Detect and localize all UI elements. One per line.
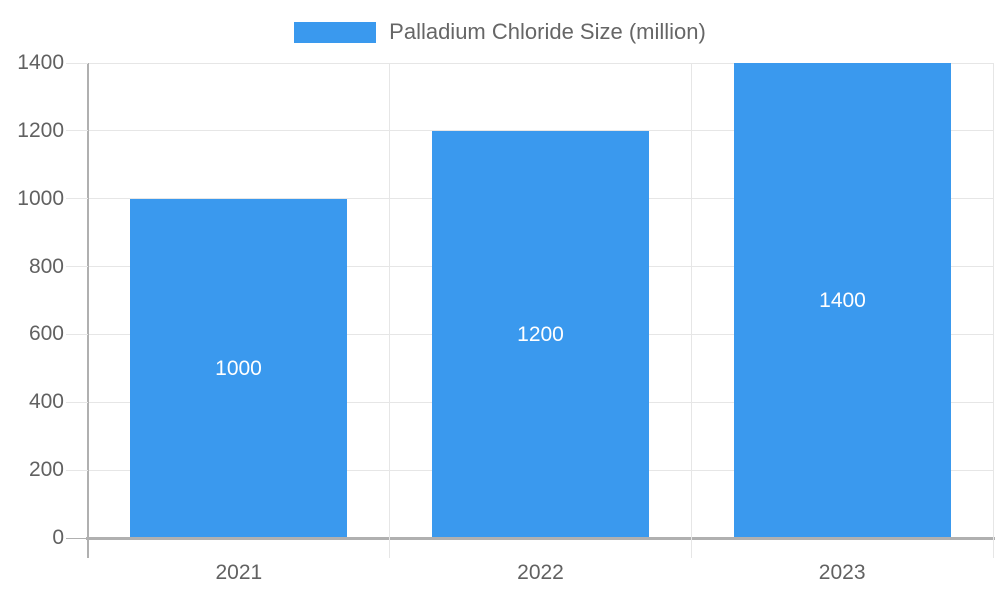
legend-swatch-icon xyxy=(294,21,377,43)
x-gridline xyxy=(690,63,692,538)
y-tick-mark xyxy=(66,333,88,335)
y-tick-label: 600 xyxy=(28,322,64,346)
x-tick-label-2021: 2021 xyxy=(215,561,263,584)
bar-2022[interactable]: 1200 xyxy=(432,130,649,538)
legend-series-label: Palladium Chloride Size (million) xyxy=(389,19,706,44)
chart-legend[interactable]: Palladium Chloride Size (million) xyxy=(0,14,1000,50)
y-tick-label: 400 xyxy=(28,390,64,414)
y-tick-mark xyxy=(66,198,88,200)
y-tick-label: 1000 xyxy=(17,186,64,210)
y-tick-label: 0 xyxy=(52,526,64,549)
x-tick-label-2022: 2022 xyxy=(517,561,564,584)
x-tick-label-2023: 2023 xyxy=(818,561,866,584)
y-tick-mark xyxy=(66,401,88,403)
y-tick-mark xyxy=(66,537,88,539)
x-tick-mark xyxy=(389,537,391,558)
y-tick-mark xyxy=(66,266,88,268)
x-tick-mark xyxy=(690,537,692,558)
x-tick-mark xyxy=(992,537,994,558)
y-axis-line xyxy=(87,63,89,558)
y-tick-label: 200 xyxy=(28,458,64,482)
bar-2023[interactable]: 1400 xyxy=(734,63,951,538)
bar-value-label: 1000 xyxy=(215,356,262,380)
y-tick-label: 1400 xyxy=(17,51,64,74)
y-tick-mark xyxy=(66,469,88,471)
bar-2021[interactable]: 1000 xyxy=(130,198,347,538)
y-tick-mark xyxy=(66,62,88,64)
x-axis-line xyxy=(86,537,995,540)
plot-area: 1000 1200 1400 xyxy=(88,62,994,538)
y-gridline xyxy=(88,62,993,64)
y-tick-label: 1200 xyxy=(17,118,64,142)
y-tick-mark xyxy=(66,130,88,132)
x-gridline xyxy=(389,63,391,538)
y-tick-label: 800 xyxy=(28,254,64,278)
bar-value-label: 1200 xyxy=(517,322,564,346)
x-gridline xyxy=(992,63,994,538)
bar-value-label: 1400 xyxy=(819,289,866,312)
